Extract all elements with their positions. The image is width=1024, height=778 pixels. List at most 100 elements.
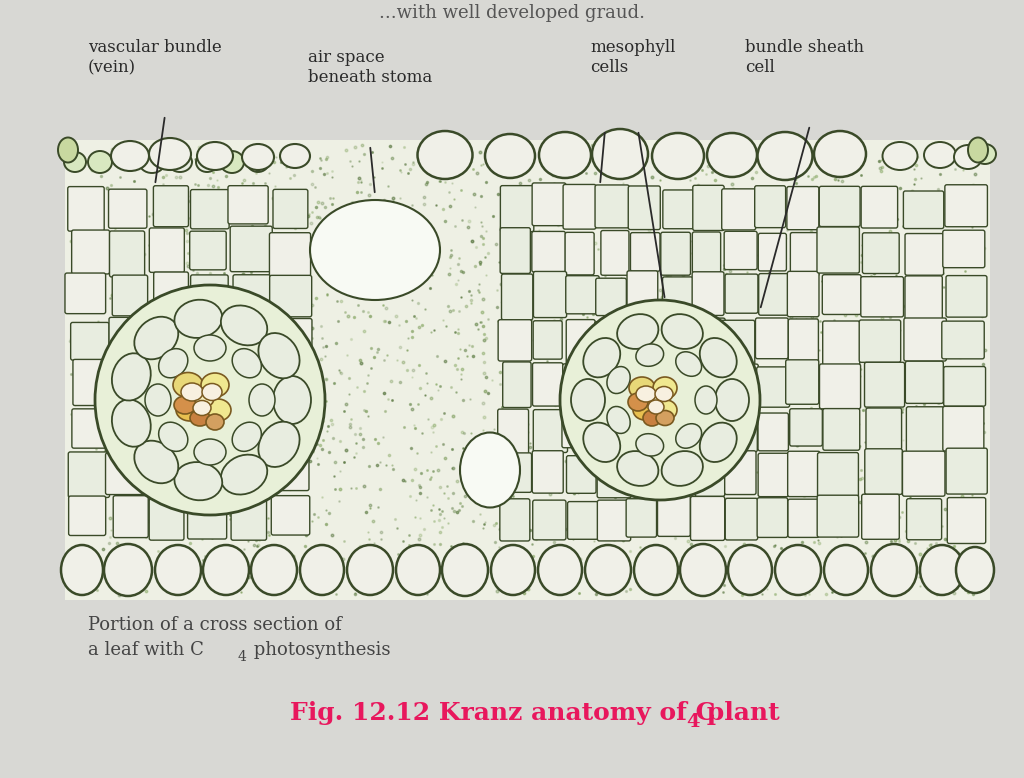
FancyBboxPatch shape xyxy=(861,187,898,228)
FancyBboxPatch shape xyxy=(787,451,820,496)
Ellipse shape xyxy=(485,134,535,178)
FancyBboxPatch shape xyxy=(190,275,228,321)
FancyBboxPatch shape xyxy=(230,226,272,272)
FancyBboxPatch shape xyxy=(595,322,629,363)
FancyBboxPatch shape xyxy=(272,405,311,450)
Ellipse shape xyxy=(695,386,717,414)
FancyBboxPatch shape xyxy=(563,184,596,230)
Text: Fig. 12.12 Kranz anatomy of C: Fig. 12.12 Kranz anatomy of C xyxy=(290,701,716,725)
Ellipse shape xyxy=(193,401,211,415)
Ellipse shape xyxy=(628,393,648,411)
FancyBboxPatch shape xyxy=(861,494,899,539)
FancyBboxPatch shape xyxy=(657,496,690,536)
FancyBboxPatch shape xyxy=(819,364,860,408)
Ellipse shape xyxy=(203,545,249,595)
FancyBboxPatch shape xyxy=(72,230,110,274)
FancyBboxPatch shape xyxy=(188,321,224,359)
Ellipse shape xyxy=(652,133,705,179)
FancyBboxPatch shape xyxy=(597,500,631,541)
FancyBboxPatch shape xyxy=(153,360,191,404)
Text: cell: cell xyxy=(745,59,775,76)
FancyBboxPatch shape xyxy=(942,321,984,359)
Text: mesophyll: mesophyll xyxy=(590,39,676,56)
FancyBboxPatch shape xyxy=(787,272,819,317)
FancyBboxPatch shape xyxy=(595,185,629,228)
FancyBboxPatch shape xyxy=(905,276,942,321)
FancyBboxPatch shape xyxy=(663,277,693,319)
Ellipse shape xyxy=(221,454,267,495)
FancyBboxPatch shape xyxy=(756,318,788,359)
FancyBboxPatch shape xyxy=(566,320,595,365)
Ellipse shape xyxy=(920,545,964,595)
FancyBboxPatch shape xyxy=(228,407,266,453)
FancyBboxPatch shape xyxy=(822,321,860,366)
FancyBboxPatch shape xyxy=(819,186,860,226)
FancyBboxPatch shape xyxy=(904,318,946,361)
FancyBboxPatch shape xyxy=(946,275,987,317)
Ellipse shape xyxy=(648,400,664,414)
FancyBboxPatch shape xyxy=(111,363,150,408)
Ellipse shape xyxy=(310,200,440,300)
FancyBboxPatch shape xyxy=(501,186,534,232)
Ellipse shape xyxy=(300,545,344,595)
FancyBboxPatch shape xyxy=(534,410,567,453)
FancyBboxPatch shape xyxy=(722,189,756,230)
Ellipse shape xyxy=(442,544,488,596)
Text: 4: 4 xyxy=(686,713,699,731)
FancyBboxPatch shape xyxy=(563,364,592,410)
Text: photosynthesis: photosynthesis xyxy=(248,641,390,659)
Ellipse shape xyxy=(418,131,472,179)
Text: cells: cells xyxy=(590,59,629,76)
FancyBboxPatch shape xyxy=(502,274,532,320)
FancyBboxPatch shape xyxy=(71,322,110,360)
Ellipse shape xyxy=(258,333,300,378)
Ellipse shape xyxy=(111,141,150,171)
FancyBboxPatch shape xyxy=(822,275,861,314)
FancyBboxPatch shape xyxy=(817,227,859,273)
FancyBboxPatch shape xyxy=(728,408,758,452)
FancyBboxPatch shape xyxy=(596,279,627,316)
FancyBboxPatch shape xyxy=(823,408,860,450)
FancyBboxPatch shape xyxy=(503,362,531,408)
Ellipse shape xyxy=(655,387,673,401)
Ellipse shape xyxy=(636,386,656,402)
FancyBboxPatch shape xyxy=(594,363,625,408)
FancyBboxPatch shape xyxy=(759,274,790,315)
FancyBboxPatch shape xyxy=(691,318,725,363)
FancyBboxPatch shape xyxy=(65,140,990,600)
Ellipse shape xyxy=(205,399,231,421)
FancyBboxPatch shape xyxy=(531,231,565,272)
FancyBboxPatch shape xyxy=(905,233,943,275)
FancyBboxPatch shape xyxy=(817,453,858,498)
Ellipse shape xyxy=(699,422,736,462)
FancyBboxPatch shape xyxy=(500,499,529,541)
FancyBboxPatch shape xyxy=(862,233,899,274)
FancyBboxPatch shape xyxy=(154,272,188,318)
Ellipse shape xyxy=(824,545,868,595)
Text: plant: plant xyxy=(698,701,779,725)
FancyBboxPatch shape xyxy=(693,185,724,230)
FancyBboxPatch shape xyxy=(188,411,226,453)
FancyBboxPatch shape xyxy=(154,186,188,226)
Ellipse shape xyxy=(662,314,702,349)
Ellipse shape xyxy=(251,545,297,595)
FancyBboxPatch shape xyxy=(630,450,663,496)
Ellipse shape xyxy=(159,422,187,451)
Ellipse shape xyxy=(538,545,582,595)
FancyBboxPatch shape xyxy=(534,321,562,359)
FancyBboxPatch shape xyxy=(757,367,790,407)
FancyBboxPatch shape xyxy=(690,496,725,541)
FancyBboxPatch shape xyxy=(271,496,309,535)
FancyBboxPatch shape xyxy=(72,409,108,448)
FancyBboxPatch shape xyxy=(190,190,229,229)
FancyBboxPatch shape xyxy=(498,409,528,454)
Ellipse shape xyxy=(190,388,214,408)
FancyBboxPatch shape xyxy=(663,190,693,229)
Ellipse shape xyxy=(159,349,187,378)
Ellipse shape xyxy=(174,396,196,414)
Ellipse shape xyxy=(974,144,996,164)
FancyBboxPatch shape xyxy=(113,275,147,316)
Ellipse shape xyxy=(168,152,193,172)
FancyBboxPatch shape xyxy=(945,184,987,226)
FancyBboxPatch shape xyxy=(721,321,755,366)
